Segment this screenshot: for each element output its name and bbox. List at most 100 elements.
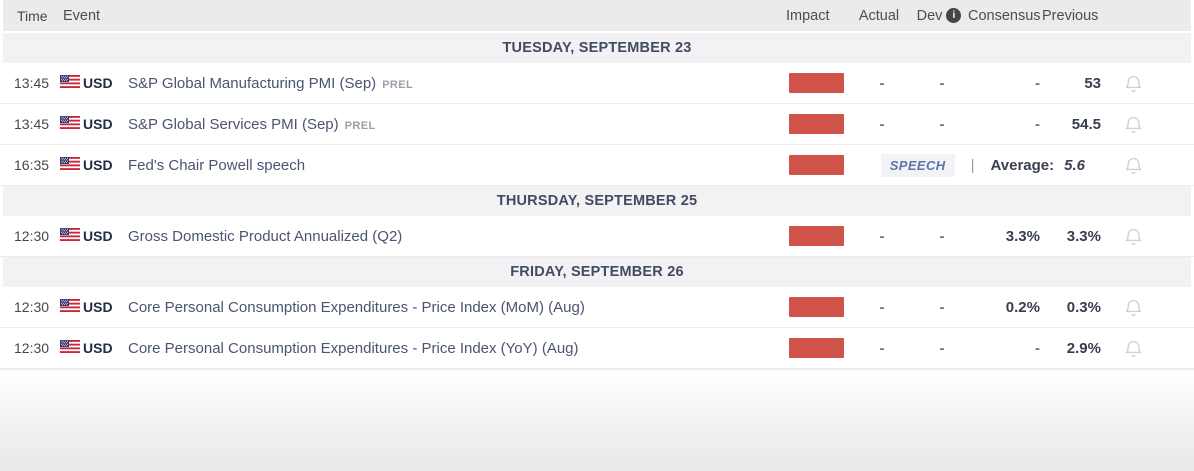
bell-icon[interactable] xyxy=(1123,338,1144,359)
event-time: 12:30 xyxy=(14,340,50,356)
bell-cell xyxy=(1115,155,1194,176)
info-icon[interactable]: i xyxy=(946,8,962,23)
event-time: 13:45 xyxy=(14,116,50,132)
currency-cell: USD xyxy=(60,339,128,357)
us-flag-icon xyxy=(60,115,80,133)
impact-bar xyxy=(789,155,844,175)
previous-value: 0.3% xyxy=(1066,298,1101,316)
impact-bar xyxy=(789,338,844,358)
event-name[interactable]: Fed's Chair Powell speech xyxy=(128,156,306,174)
event-name[interactable]: Core Personal Consumption Expenditures -… xyxy=(128,298,585,316)
previous-column-header: Previous xyxy=(1042,7,1099,24)
dev-value: - xyxy=(939,298,945,316)
event-column-header: Event xyxy=(63,7,101,24)
event-time: 12:30 xyxy=(14,228,50,244)
event-name[interactable]: S&P Global Services PMI (Sep) PREL xyxy=(128,115,376,133)
dev-value: - xyxy=(939,339,945,357)
event-row[interactable]: 12:30 USD Gross Domestic Product Annuali… xyxy=(0,216,1194,257)
bell-cell xyxy=(1115,114,1194,135)
bell-icon[interactable] xyxy=(1123,155,1144,176)
dev-value: - xyxy=(939,74,945,92)
prel-tag: PREL xyxy=(382,78,414,91)
actual-value: - xyxy=(879,339,885,357)
currency-label: USD xyxy=(83,157,113,173)
impact-cell xyxy=(779,73,851,93)
bell-icon[interactable] xyxy=(1123,226,1144,247)
currency-label: USD xyxy=(83,228,113,244)
us-flag-icon xyxy=(60,156,80,174)
us-flag-icon xyxy=(60,339,80,357)
impact-cell xyxy=(779,297,851,317)
dev-header-label: Dev xyxy=(916,7,943,24)
speech-badge[interactable]: SPEECH xyxy=(880,153,955,177)
us-flag-icon xyxy=(60,298,80,316)
bell-cell xyxy=(1115,297,1194,318)
footer-area xyxy=(0,369,1194,471)
separator: | xyxy=(970,156,975,174)
impact-bar xyxy=(789,226,844,246)
speech-cell: SPEECH | Average: 5.6 xyxy=(851,153,1115,177)
previous-value: 53 xyxy=(1084,74,1101,92)
actual-value: - xyxy=(879,298,885,316)
bell-icon[interactable] xyxy=(1123,297,1144,318)
currency-cell: USD xyxy=(60,156,128,174)
impact-cell xyxy=(779,155,851,175)
event-name[interactable]: S&P Global Manufacturing PMI (Sep) PREL xyxy=(128,74,414,92)
table-header: Time Event Impact Actual Dev i Consensus… xyxy=(3,0,1191,31)
bell-cell xyxy=(1115,338,1194,359)
impact-bar xyxy=(789,114,844,134)
event-row-speech[interactable]: 16:35 USD Fed's Chair Powell speech SPEE… xyxy=(0,145,1194,186)
bell-cell xyxy=(1115,226,1194,247)
dev-value: - xyxy=(939,227,945,245)
day-header: TUESDAY, SEPTEMBER 23 xyxy=(3,33,1191,63)
day-header: THURSDAY, SEPTEMBER 25 xyxy=(3,186,1191,216)
currency-label: USD xyxy=(83,116,113,132)
event-time: 12:30 xyxy=(14,299,50,315)
event-row[interactable]: 12:30 USD Core Personal Consumption Expe… xyxy=(0,328,1194,369)
currency-label: USD xyxy=(83,299,113,315)
impact-cell xyxy=(779,226,851,246)
event-row[interactable]: 12:30 USD Core Personal Consumption Expe… xyxy=(0,287,1194,328)
prel-tag: PREL xyxy=(344,119,376,132)
currency-cell: USD xyxy=(60,115,128,133)
bell-icon[interactable] xyxy=(1123,114,1144,135)
consensus-value: - xyxy=(1035,339,1040,357)
consensus-value: 3.3% xyxy=(1005,227,1040,245)
impact-bar xyxy=(789,297,844,317)
actual-column-header: Actual xyxy=(858,7,900,24)
event-row[interactable]: 13:45 USD S&P Global Services PMI (Sep) P… xyxy=(0,104,1194,145)
dev-column-header: Dev i xyxy=(910,8,968,24)
consensus-value: - xyxy=(1035,115,1040,133)
currency-cell: USD xyxy=(60,74,128,92)
bell-icon[interactable] xyxy=(1123,73,1144,94)
us-flag-icon xyxy=(60,227,80,245)
consensus-value: 0.2% xyxy=(1005,298,1040,316)
event-time: 13:45 xyxy=(14,75,50,91)
consensus-value: - xyxy=(1035,74,1040,92)
actual-value: - xyxy=(879,227,885,245)
impact-cell xyxy=(779,114,851,134)
event-name[interactable]: Gross Domestic Product Annualized (Q2) xyxy=(128,227,403,245)
average-label: Average: xyxy=(990,156,1055,174)
time-column-header: Time xyxy=(17,7,48,24)
day-header: FRIDAY, SEPTEMBER 26 xyxy=(3,257,1191,287)
consensus-column-header: Consensus xyxy=(968,7,1041,24)
impact-bar xyxy=(789,73,844,93)
bell-cell xyxy=(1115,73,1194,94)
dev-value: - xyxy=(939,115,945,133)
previous-value: 54.5 xyxy=(1071,115,1101,133)
currency-label: USD xyxy=(83,340,113,356)
currency-label: USD xyxy=(83,75,113,91)
impact-cell xyxy=(779,338,851,358)
currency-cell: USD xyxy=(60,227,128,245)
average-value: 5.6 xyxy=(1064,156,1085,174)
event-name[interactable]: Core Personal Consumption Expenditures -… xyxy=(128,339,579,357)
previous-value: 2.9% xyxy=(1066,339,1101,357)
us-flag-icon xyxy=(60,74,80,92)
previous-value: 3.3% xyxy=(1066,227,1101,245)
event-time: 16:35 xyxy=(14,157,50,173)
impact-column-header: Impact xyxy=(786,7,830,24)
event-row[interactable]: 13:45 USD S&P Global Manufacturing PMI (… xyxy=(0,63,1194,104)
actual-value: - xyxy=(879,115,885,133)
